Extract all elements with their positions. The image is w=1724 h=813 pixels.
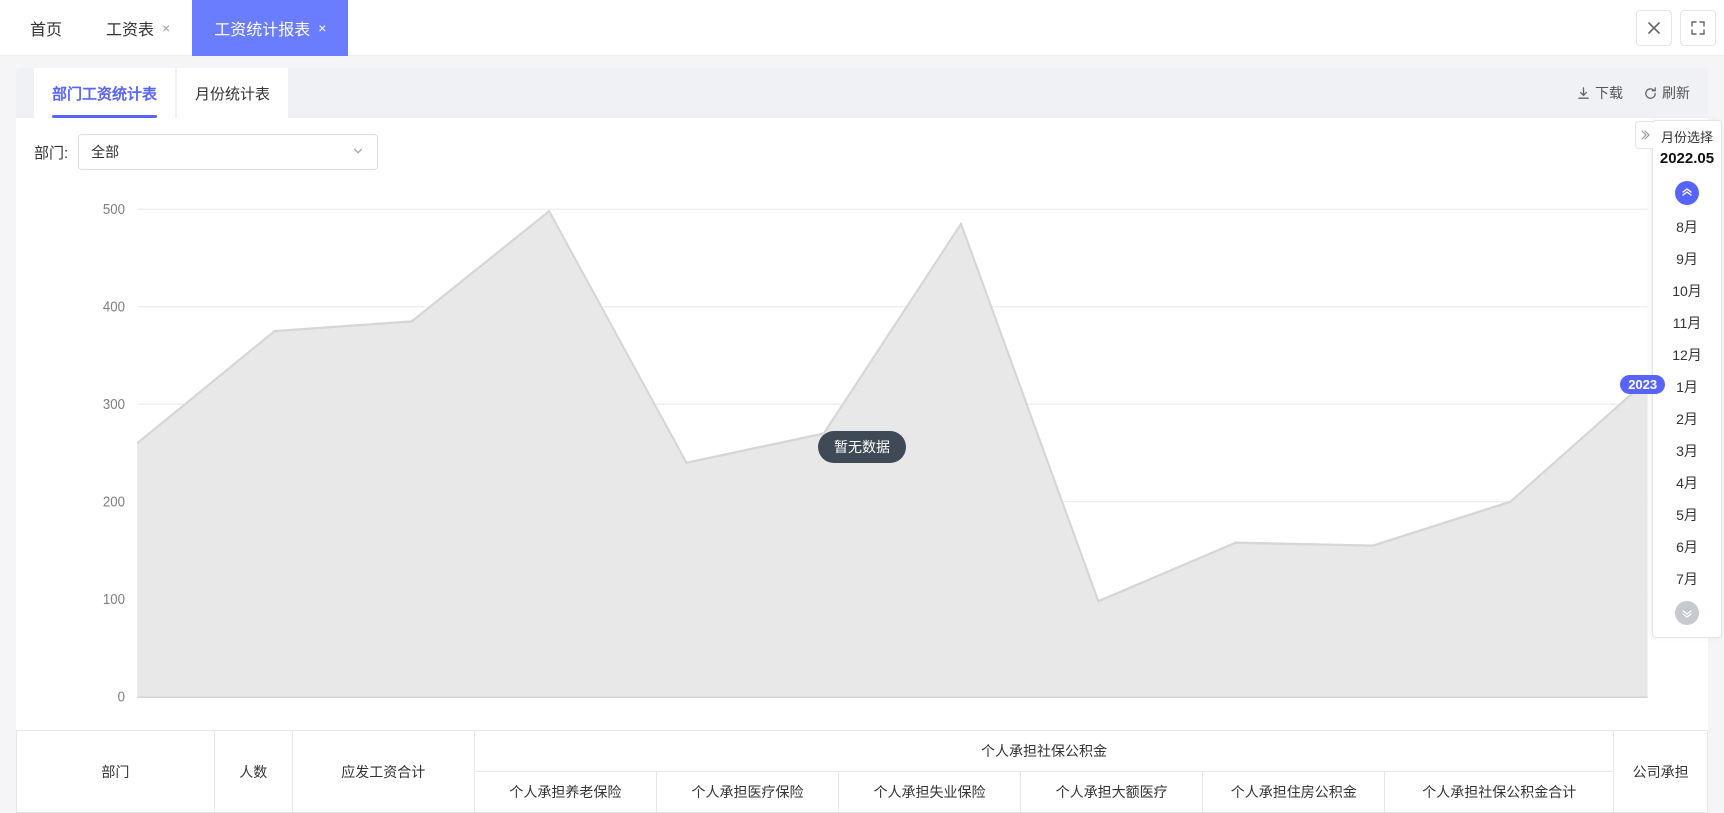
tab-salary[interactable]: 工资表 × — [84, 0, 192, 56]
month-item[interactable]: 7月 — [1672, 567, 1702, 591]
month-item[interactable]: 5月 — [1672, 503, 1702, 527]
month-item[interactable]: 4月 — [1672, 471, 1702, 495]
inner-tab-label: 部门工资统计表 — [52, 83, 157, 104]
tab-salary-report[interactable]: 工资统计报表 × — [192, 0, 348, 56]
download-label: 下载 — [1595, 83, 1623, 103]
top-tabs: 首页 工资表 × 工资统计报表 × — [0, 0, 1724, 56]
table-header: 个人承担社保公积金合计 — [1385, 772, 1614, 813]
month-item[interactable]: 3月 — [1672, 439, 1702, 463]
month-item[interactable]: 1月 — [1672, 375, 1702, 399]
collapse-handle[interactable] — [1635, 121, 1653, 149]
table-header: 部门 — [17, 731, 215, 813]
filter-row: 部门: 全部 — [16, 118, 1708, 176]
month-panel: 月份选择 2022.05 8月9月10月11月12月20231月2月3月4月5月… — [1652, 120, 1722, 638]
table-header: 公司承担 — [1614, 731, 1708, 813]
table-header: 人数 — [214, 731, 292, 813]
table-area: 部门人数应发工资合计个人承担社保公积金公司承担 个人承担养老保险个人承担医疗保险… — [16, 730, 1708, 813]
month-list: 8月9月10月11月12月20231月2月3月4月5月6月7月 — [1668, 215, 1706, 591]
empty-state-pill: 暂无数据 — [818, 431, 906, 463]
tab-label: 工资表 — [106, 16, 154, 40]
month-scroll-down[interactable] — [1675, 601, 1699, 625]
panel: 部门工资统计表 月份统计表 下载 刷新 部门: 全部 — [16, 68, 1708, 813]
table-header: 个人承担养老保险 — [474, 772, 656, 813]
table-header: 个人承担医疗保险 — [656, 772, 838, 813]
toolbar-right: 下载 刷新 — [1576, 68, 1690, 118]
close-all-button[interactable] — [1636, 10, 1672, 46]
table-header: 个人承担失业保险 — [839, 772, 1021, 813]
tab-label: 首页 — [30, 16, 62, 40]
table-header: 个人承担大额医疗 — [1021, 772, 1203, 813]
month-item[interactable]: 9月 — [1672, 247, 1702, 271]
svg-text:500: 500 — [103, 201, 125, 218]
inner-tab-month[interactable]: 月份统计表 — [177, 68, 288, 118]
content: 部门工资统计表 月份统计表 下载 刷新 部门: 全部 — [0, 56, 1724, 813]
svg-text:100: 100 — [103, 591, 125, 608]
chevron-down-icon — [351, 144, 365, 161]
tab-home[interactable]: 首页 — [8, 0, 84, 56]
svg-text:0: 0 — [118, 689, 125, 706]
month-item[interactable]: 2月 — [1672, 407, 1702, 431]
inner-tabs: 部门工资统计表 月份统计表 下载 刷新 — [16, 68, 1708, 118]
close-icon[interactable]: × — [318, 20, 326, 36]
year-badge: 2023 — [1620, 375, 1665, 394]
svg-text:400: 400 — [103, 299, 125, 316]
fullscreen-button[interactable] — [1680, 10, 1716, 46]
month-item[interactable]: 12月 — [1668, 343, 1706, 367]
tab-label: 工资统计报表 — [214, 16, 310, 40]
month-item[interactable]: 8月 — [1672, 215, 1702, 239]
table-header: 个人承担社保公积金 — [474, 731, 1613, 772]
refresh-button[interactable]: 刷新 — [1643, 83, 1690, 103]
month-current: 2022.05 — [1660, 150, 1714, 167]
download-button[interactable]: 下载 — [1576, 83, 1623, 103]
refresh-label: 刷新 — [1662, 83, 1690, 103]
month-scroll-up[interactable] — [1675, 181, 1699, 205]
inner-tab-label: 月份统计表 — [195, 83, 270, 104]
department-select[interactable]: 全部 — [78, 134, 378, 170]
month-item[interactable]: 11月 — [1669, 311, 1706, 335]
table-header: 应发工资合计 — [292, 731, 474, 813]
table-header: 个人承担住房公积金 — [1203, 772, 1385, 813]
filter-label: 部门: — [34, 142, 68, 163]
svg-text:300: 300 — [103, 396, 125, 413]
close-icon[interactable]: × — [162, 20, 170, 36]
month-panel-title: 月份选择 — [1661, 127, 1713, 146]
salary-table: 部门人数应发工资合计个人承担社保公积金公司承担 个人承担养老保险个人承担医疗保险… — [16, 730, 1708, 813]
top-right-icons — [1636, 0, 1716, 56]
month-item[interactable]: 10月 — [1668, 279, 1706, 303]
select-value: 全部 — [91, 142, 119, 162]
chart-area: 0 100 200 300 400 500 暂无数据 — [16, 176, 1708, 730]
svg-text:200: 200 — [103, 494, 125, 511]
inner-tab-department[interactable]: 部门工资统计表 — [34, 68, 175, 118]
month-item[interactable]: 6月 — [1672, 535, 1702, 559]
